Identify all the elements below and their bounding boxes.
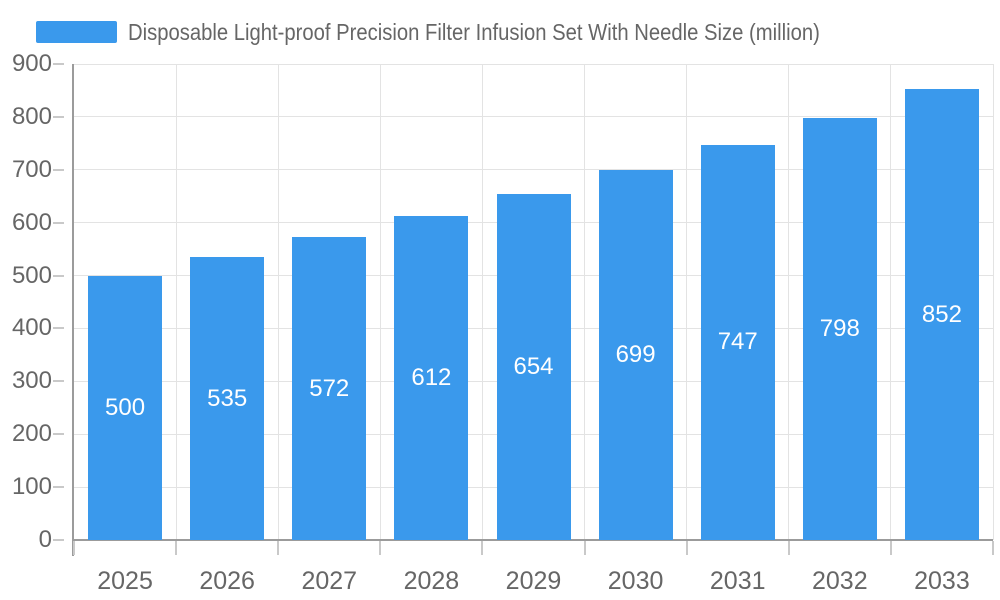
bar[interactable]: 612 xyxy=(394,216,469,540)
x-axis-label: 2030 xyxy=(607,567,664,595)
gridline-vertical xyxy=(788,64,790,540)
x-axis-tick xyxy=(685,541,688,555)
y-axis-tick xyxy=(53,63,64,65)
gridline-vertical xyxy=(992,64,994,540)
bar[interactable]: 500 xyxy=(88,275,163,540)
y-axis-label: 900 xyxy=(11,50,52,77)
y-axis-label: 700 xyxy=(11,155,52,183)
bar-value-label: 699 xyxy=(615,341,656,369)
x-axis-tick xyxy=(992,541,994,555)
bar[interactable]: 852 xyxy=(904,89,979,540)
gridline-horizontal xyxy=(74,63,993,65)
bar-value-label: 798 xyxy=(819,314,860,342)
x-axis-tick xyxy=(175,541,178,555)
legend-label: Disposable Light-proof Precision Filter … xyxy=(128,18,820,45)
bar[interactable]: 798 xyxy=(802,117,877,540)
y-axis-label: 400 xyxy=(11,314,52,342)
x-axis-label: 2029 xyxy=(505,567,562,595)
x-axis-tick xyxy=(787,541,790,555)
y-axis-tick xyxy=(53,486,64,489)
x-axis-tick xyxy=(889,541,892,555)
y-axis-label: 100 xyxy=(11,473,52,501)
x-axis-label: 2026 xyxy=(199,567,255,595)
x-axis-tick xyxy=(277,541,280,555)
x-axis-label: 2033 xyxy=(914,567,970,595)
y-axis-label: 300 xyxy=(11,367,52,395)
x-axis-label: 2032 xyxy=(812,567,868,595)
y-axis-label: 800 xyxy=(11,102,52,130)
x-axis-line xyxy=(74,539,993,541)
y-axis-label: 0 xyxy=(38,526,52,553)
y-axis-label: 200 xyxy=(11,420,52,448)
y-axis-tick xyxy=(53,115,64,118)
gridline-vertical xyxy=(481,64,483,540)
gridline-horizontal xyxy=(74,116,993,118)
gridline-vertical xyxy=(686,64,688,540)
y-axis-tick xyxy=(53,539,64,541)
x-axis-label: 2027 xyxy=(301,567,358,595)
bar-value-label: 500 xyxy=(105,393,146,421)
y-axis-tick xyxy=(53,274,64,277)
gridline-horizontal xyxy=(74,169,993,171)
x-axis-label: 2031 xyxy=(709,567,766,595)
y-axis-label: 600 xyxy=(11,208,52,236)
legend-swatch-icon xyxy=(36,21,117,43)
x-axis-tick xyxy=(73,541,75,555)
bar[interactable]: 747 xyxy=(700,144,775,540)
y-axis-tick xyxy=(53,168,64,171)
bar-value-label: 654 xyxy=(513,353,554,381)
gridline-vertical xyxy=(584,64,586,540)
bar[interactable]: 654 xyxy=(496,194,571,540)
plot-area: 0 100 200 300 400 500 600 700 800 900 2025 2026 2027… xyxy=(12,50,994,595)
gridline-vertical xyxy=(379,64,381,540)
y-axis-line xyxy=(72,64,74,556)
bar-value-label: 747 xyxy=(717,328,758,356)
x-axis-tick xyxy=(481,541,484,555)
x-axis-tick xyxy=(379,541,382,555)
gridline-vertical xyxy=(277,64,279,540)
x-axis-label: 2025 xyxy=(97,567,153,595)
y-axis-label: 500 xyxy=(11,261,52,289)
bar[interactable]: 699 xyxy=(598,170,673,540)
y-axis-tick xyxy=(53,327,64,330)
x-axis-tick xyxy=(583,541,586,555)
y-axis-tick xyxy=(53,221,64,224)
gridline-vertical xyxy=(890,64,892,540)
legend-item[interactable]: Disposable Light-proof Precision Filter … xyxy=(36,18,914,46)
bar-value-label: 572 xyxy=(309,374,350,402)
y-axis-tick xyxy=(53,433,64,436)
x-axis-label: 2028 xyxy=(403,567,460,595)
bar-value-label: 612 xyxy=(411,364,452,392)
bar-value-label: 535 xyxy=(207,384,248,412)
y-axis-tick xyxy=(53,380,64,383)
bar[interactable]: 572 xyxy=(292,237,367,540)
bar-value-label: 852 xyxy=(921,300,962,328)
bar[interactable]: 535 xyxy=(190,257,265,540)
gridline-vertical xyxy=(175,64,177,540)
